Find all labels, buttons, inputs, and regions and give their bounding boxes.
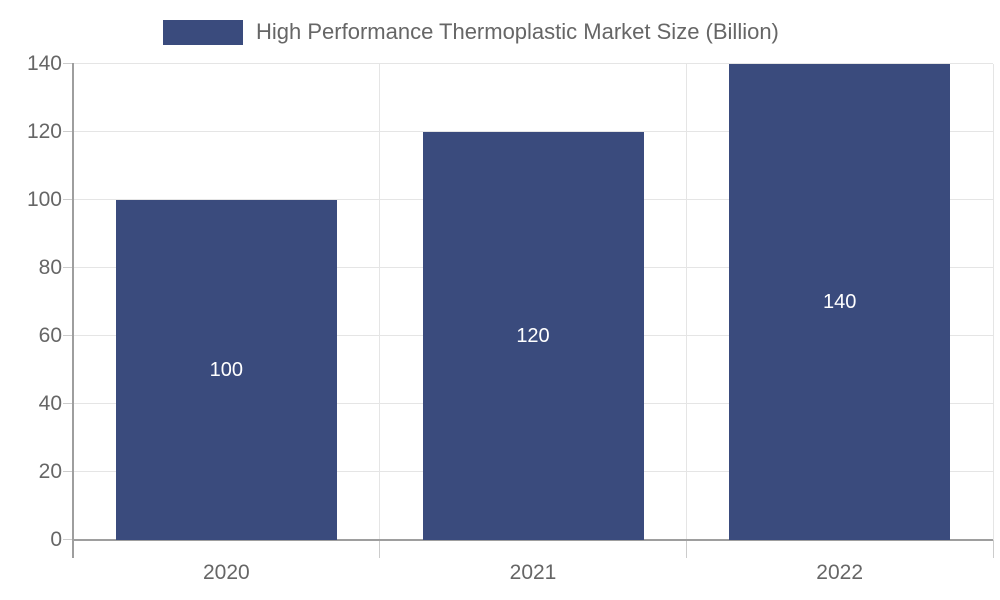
y-tick-mark — [63, 131, 73, 132]
y-tick-label: 40 — [38, 392, 62, 415]
bar-2022 — [729, 63, 951, 540]
y-tick-label: 20 — [38, 460, 62, 483]
y-tick-label: 120 — [26, 120, 62, 143]
bar-value-label: 120 — [516, 324, 550, 347]
legend-swatch — [163, 19, 243, 45]
y-tick-mark — [63, 471, 73, 472]
y-tick-label: 80 — [38, 256, 62, 279]
x-gridline — [379, 63, 381, 540]
bar-2021 — [422, 131, 644, 540]
y-tick-mark — [63, 63, 73, 64]
x-tick-label: 2022 — [816, 561, 864, 584]
x-gridline — [685, 63, 687, 540]
bar-value-label: 140 — [822, 290, 857, 313]
x-axis-line — [72, 538, 993, 541]
x-tick-mark — [992, 539, 994, 558]
y-tick-mark — [63, 199, 73, 200]
y-axis-line — [72, 62, 74, 558]
y-tick-mark — [63, 335, 73, 336]
y-tick-label: 60 — [38, 324, 62, 347]
y-tick-mark — [63, 539, 73, 540]
x-tick-mark — [685, 539, 687, 558]
y-tick-mark — [63, 267, 73, 268]
y-tick-mark — [63, 403, 73, 404]
x-tick-label: 2021 — [509, 561, 557, 584]
x-tick-label: 2020 — [202, 561, 250, 584]
y-tick-label: 100 — [26, 188, 62, 211]
x-gridline — [992, 63, 994, 540]
legend-label: High Performance Thermoplastic Market Si… — [256, 19, 779, 44]
y-tick-label: 140 — [26, 52, 62, 75]
y-gridline — [73, 63, 993, 64]
bar-value-label: 100 — [209, 358, 244, 381]
legend: High Performance Thermoplastic Market Si… — [163, 18, 779, 46]
x-tick-mark — [379, 539, 381, 558]
bar-2020 — [115, 199, 337, 540]
y-tick-label: 0 — [50, 528, 62, 551]
